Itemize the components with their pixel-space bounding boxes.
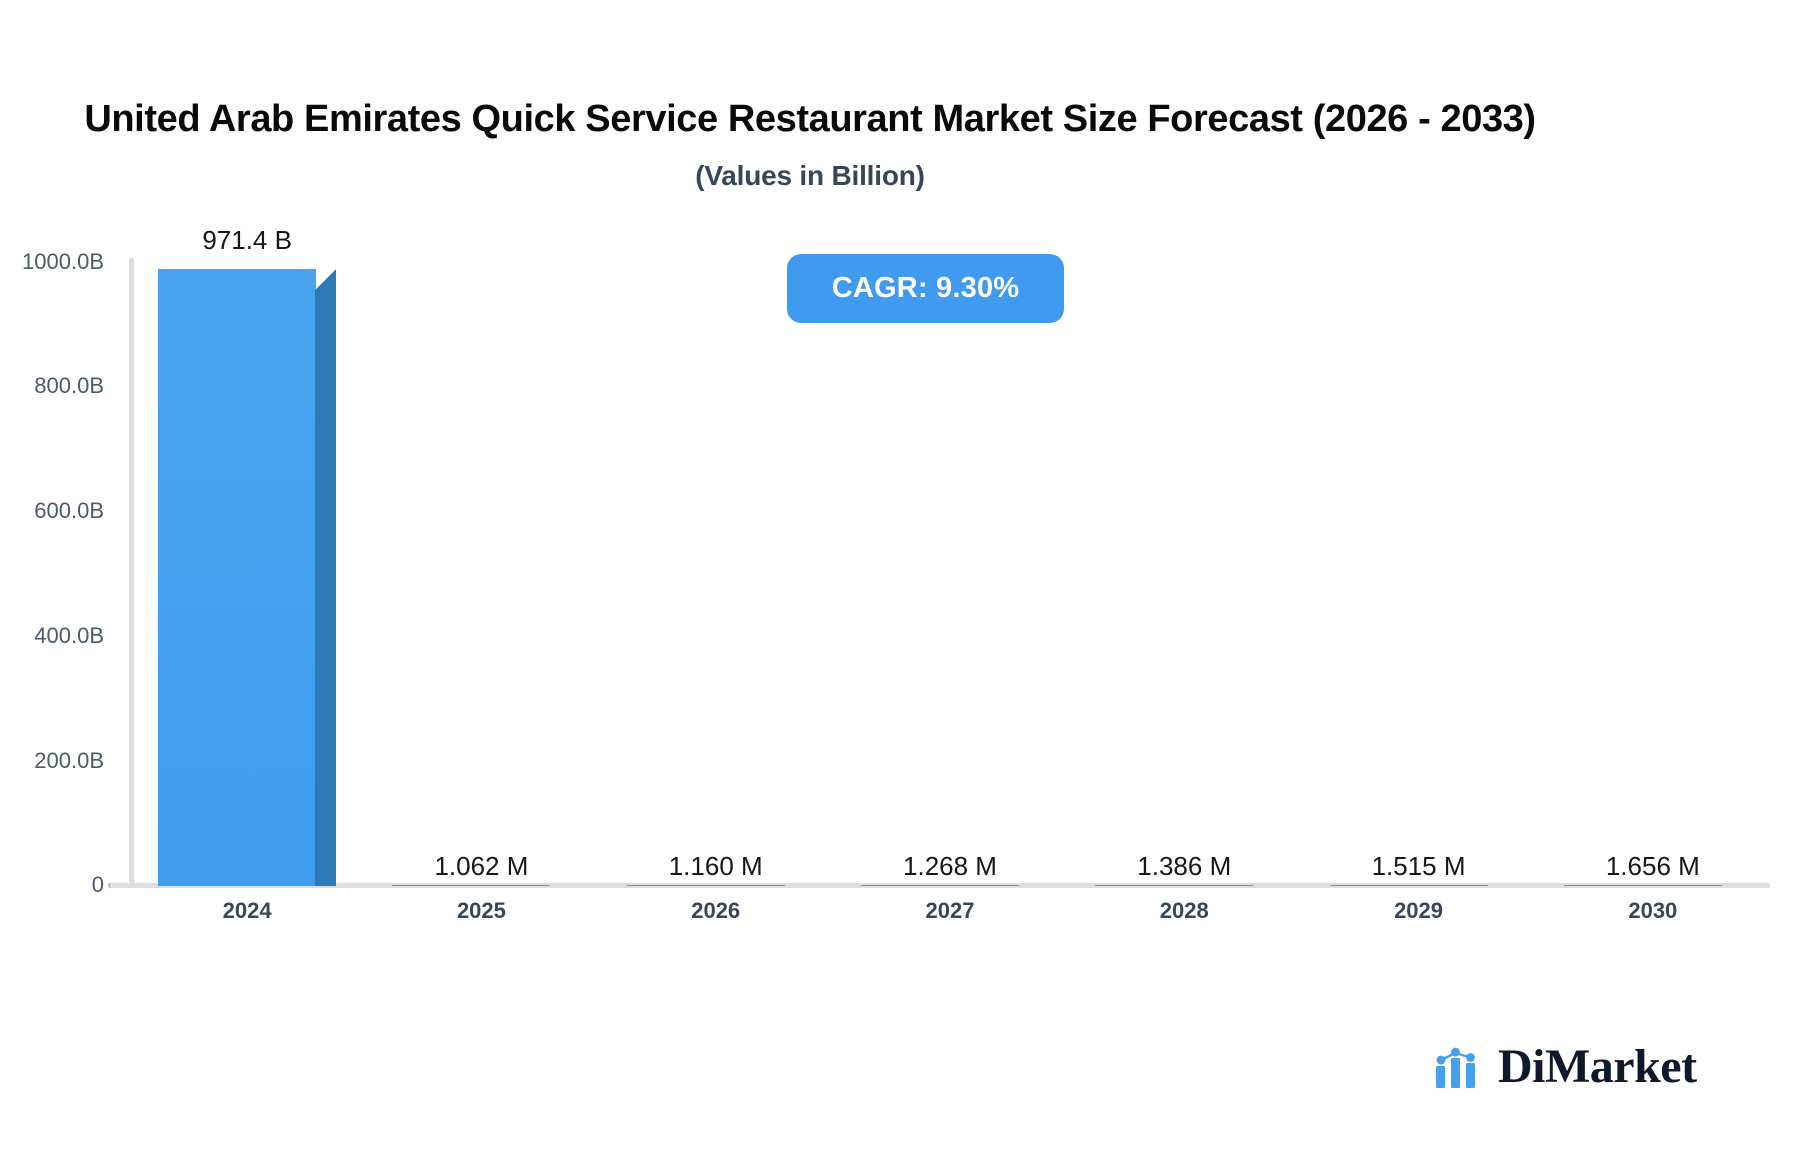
bar-front-face xyxy=(158,269,317,886)
brand-logo: DiMarket xyxy=(1434,1043,1697,1091)
bar-2026[interactable] xyxy=(626,885,805,886)
y-tick-label: 0 xyxy=(91,872,104,897)
x-tick-label-2024: 2024 xyxy=(222,898,272,923)
x-tick-label-2027: 2027 xyxy=(925,898,975,923)
bar-2030[interactable] xyxy=(1563,885,1742,886)
bar-top-bevel xyxy=(315,269,337,290)
cagr-badge: CAGR: 9.30% xyxy=(787,254,1064,323)
bar-2024[interactable] xyxy=(158,269,337,886)
bar-columns: 971.4 B 1.062 M 1.160 M 1.268 M xyxy=(130,225,1770,886)
bar-2027[interactable] xyxy=(860,885,1039,886)
bar-2028[interactable] xyxy=(1095,885,1273,886)
y-tick-label: 1000.0B xyxy=(22,249,104,274)
bar-value-label: 1.268 M xyxy=(903,851,997,881)
x-tick-label-2029: 2029 xyxy=(1394,898,1444,923)
bar-value-label: 1.515 M xyxy=(1371,851,1466,881)
bar-value-label: 971.4 B xyxy=(202,225,292,255)
bar-column-2027: 1.268 M xyxy=(833,258,1067,886)
x-tick-label-2028: 2028 xyxy=(1159,898,1209,923)
bar-value-label: 1.386 M xyxy=(1137,851,1232,881)
y-tick-label: 600.0B xyxy=(34,498,104,523)
brand-logo-text: DiMarket xyxy=(1498,1040,1697,1093)
y-tick-label: 800.0B xyxy=(34,373,104,398)
bar-side-face xyxy=(315,290,337,886)
bar-front-face xyxy=(860,885,1019,886)
y-axis-line xyxy=(129,258,134,886)
bar-chart-icon xyxy=(1436,1047,1475,1088)
y-tick-label: 200.0B xyxy=(34,748,104,773)
chart-subtitle: (Values in Billion) xyxy=(695,160,925,191)
bar-front-face xyxy=(392,885,551,886)
bar-front-face xyxy=(1095,885,1254,886)
x-axis-labels: 2024 2025 2026 2027 2028 2029 2030 xyxy=(130,898,1770,924)
bar-column-2026: 1.160 M xyxy=(599,258,833,886)
bar-value-label: 1.656 M xyxy=(1605,851,1700,881)
bar-column-2028: 1.386 M xyxy=(1067,258,1301,886)
bar-value-label: 1.160 M xyxy=(668,851,763,881)
bar-value-label: 1.062 M xyxy=(434,851,529,881)
y-tick-label: 400.0B xyxy=(34,623,104,648)
bar-2029[interactable] xyxy=(1329,885,1508,886)
x-tick-label-2026: 2026 xyxy=(691,898,741,923)
cagr-badge-label: CAGR: 9.30% xyxy=(831,272,1020,304)
bar-front-face xyxy=(1563,885,1722,886)
bar-front-face xyxy=(1329,885,1488,886)
bar-column-2024: 971.4 B xyxy=(130,225,364,886)
bar-2025[interactable] xyxy=(392,885,570,886)
y-axis-labels: 1000.0B 800.0B 600.0B 400.0B 200.0B 0 xyxy=(0,0,104,1156)
bar-column-2030: 1.656 M xyxy=(1536,258,1770,886)
bar-column-2029: 1.515 M xyxy=(1301,258,1535,886)
bar-column-2025: 1.062 M xyxy=(364,258,598,886)
bar-front-face xyxy=(626,885,785,886)
chart-title: United Arab Emirates Quick Service Resta… xyxy=(84,98,1536,140)
x-tick-label-2025: 2025 xyxy=(456,898,506,923)
x-tick-label-2030: 2030 xyxy=(1628,898,1678,923)
